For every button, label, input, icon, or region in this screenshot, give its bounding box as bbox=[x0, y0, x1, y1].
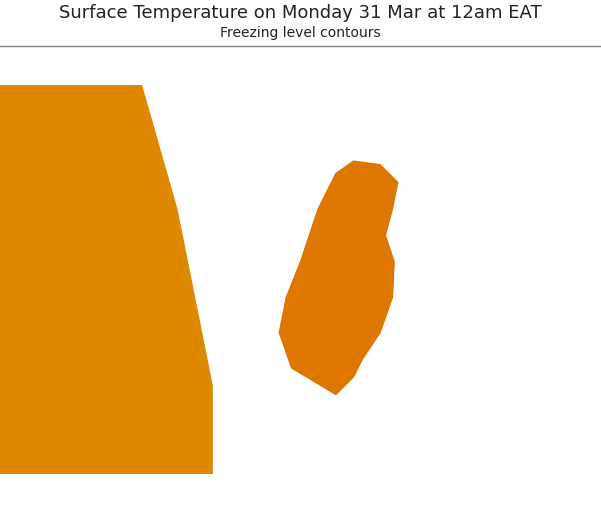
Polygon shape bbox=[279, 161, 398, 394]
Polygon shape bbox=[0, 85, 212, 474]
Text: Surface Temperature on Monday 31 Mar at 12am EAT: Surface Temperature on Monday 31 Mar at … bbox=[59, 4, 542, 22]
Text: Freezing level contours: Freezing level contours bbox=[220, 26, 381, 40]
